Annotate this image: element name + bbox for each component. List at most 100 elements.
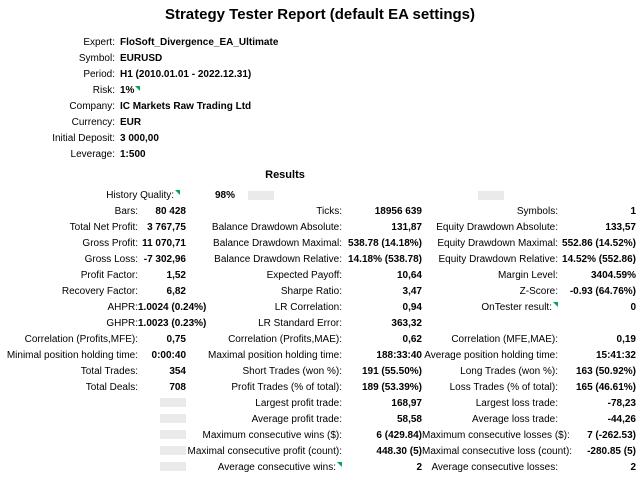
stat-cell-group: Profit Factor: 1,52 — [0, 270, 186, 281]
empty-cell — [138, 446, 186, 457]
stat-cell-group: Long Trades (won %): 163 (50.92%) — [422, 366, 636, 377]
stat-label: Maximal position holding time: — [208, 349, 342, 361]
stat-label: Equity Drawdown Absolute: — [436, 221, 558, 233]
results-row: Recovery Factor: 6,82 Sharpe Ratio: 3,47 Z-S… — [0, 283, 636, 299]
stat-cell-group: Total Trades: 354 — [0, 366, 186, 377]
stat-value: 58,58 — [396, 413, 422, 425]
stat-label: Minimal position holding time: — [6, 349, 138, 361]
stat-value: 133,57 — [605, 221, 636, 233]
stat-label: AHPR: — [107, 301, 138, 313]
stat-cell-group: Average loss trade: -44,26 — [422, 414, 636, 425]
stat-value: 188:33:40 — [376, 349, 422, 361]
stat-value: 1.0024 (0.24%) — [138, 301, 207, 313]
stat-cell-group: Average consecutive wins: 2 — [186, 461, 422, 473]
stat-label-text: History Quality: — [106, 189, 174, 201]
stat-label: History Quality: — [0, 189, 180, 201]
stat-cell-group: Bars: 80 428 — [0, 206, 186, 217]
results-row: Gross Loss: -7 302,96 Balance Drawdown Rel… — [0, 251, 636, 267]
stat-label: Maximal consecutive loss (count): — [422, 445, 573, 457]
stat-label: Correlation (Profits,MFE): — [24, 333, 138, 345]
report-header: Expert: FloSoft_Divergence_EA_Ultimate Sym… — [0, 34, 640, 162]
stat-value: 363,32 — [391, 317, 422, 329]
empty-cell-placeholder — [160, 398, 186, 408]
stat-label: Average consecutive losses: — [431, 461, 558, 473]
stat-cell-group: Correlation (MFE,MAE): 0,19 — [422, 334, 636, 345]
stat-cell-group: Balance Drawdown Absolute: 131,87 — [186, 222, 422, 233]
stat-cell-group: Expected Payoff: 10,64 — [186, 270, 422, 281]
stat-cell-group: Loss Trades (% of total): 165 (46.61%) — [422, 382, 636, 393]
header-row: Initial Deposit: 3 000,00 — [0, 130, 640, 146]
stat-value: 165 (46.61%) — [575, 381, 636, 393]
stat-cell-group: Equity Drawdown Maximal: 552.86 (14.52%) — [422, 238, 636, 249]
stat-label: Total Deals: — [85, 381, 138, 393]
stat-cell-group: Maximal consecutive profit (count): 448.3… — [186, 446, 422, 457]
stat-label: Total Net Profit: — [69, 221, 138, 233]
stat-cell-group — [0, 414, 186, 425]
header-value: 3 000,00 — [120, 132, 159, 144]
stat-value: 10,64 — [396, 269, 422, 281]
stat-label: Average consecutive wins: — [186, 461, 342, 473]
stat-cell-group: Margin Level: 3404.59% — [422, 270, 636, 281]
results-row: Minimal position holding time: 0:00:40 Max… — [0, 347, 636, 363]
stat-cell-group: Largest loss trade: -78,23 — [422, 398, 636, 409]
stat-cell-group: Symbols: 1 — [422, 206, 636, 217]
stat-cell-group: OnTester result: 0 — [422, 301, 636, 313]
stat-value: 14.18% (538.78) — [348, 253, 422, 265]
header-label: Period: — [83, 68, 115, 80]
stat-cell-group: Z-Score: -0.93 (64.76%) — [422, 286, 636, 297]
stat-value: 2 — [416, 461, 422, 473]
empty-cell-placeholder — [160, 414, 186, 424]
stat-cell-group: Equity Drawdown Absolute: 133,57 — [422, 222, 636, 233]
empty-cell-placeholder — [160, 430, 186, 440]
empty-cell — [138, 430, 186, 441]
stat-cell-group: LR Correlation: 0,94 — [186, 302, 422, 313]
stat-value: 448.30 (5) — [376, 445, 422, 457]
stat-value: 0,94 — [402, 301, 422, 313]
empty-cell-placeholder — [248, 191, 274, 200]
header-label: Risk: — [92, 84, 115, 96]
stat-value: 0 — [630, 301, 636, 313]
stat-label: Maximum consecutive losses ($): — [422, 429, 570, 441]
header-row: Leverage: 1:500 — [0, 146, 640, 162]
header-row: Company: IC Markets Raw Trading Ltd — [0, 98, 640, 114]
stat-label: Total Trades: — [80, 365, 138, 377]
stat-label: Correlation (Profits,MAE): — [228, 333, 342, 345]
stat-value: 0,19 — [616, 333, 636, 345]
stat-label: Gross Loss: — [84, 253, 138, 265]
stat-value: 14.52% (552.86) — [562, 253, 636, 265]
stat-label: Average loss trade: — [472, 413, 558, 425]
stat-label: Z-Score: — [519, 285, 558, 297]
results-row: Maximal consecutive profit (count): 448.3… — [0, 443, 636, 459]
results-row-history-quality: History Quality: 98% — [0, 187, 636, 203]
header-row: Risk: 1% — [0, 82, 640, 98]
stat-label: Maximum consecutive wins ($): — [202, 429, 342, 441]
stat-label: Recovery Factor: — [61, 285, 138, 297]
stat-label: Bars: — [114, 205, 138, 217]
results-row: Maximum consecutive wins ($): 6 (429.84) M… — [0, 427, 636, 443]
stat-cell-group — [0, 430, 186, 441]
empty-cell-placeholder — [160, 462, 186, 472]
stat-label: Balance Drawdown Relative: — [214, 253, 342, 265]
stat-label: Maximal consecutive profit (count): — [187, 445, 342, 457]
stat-value: 189 (53.39%) — [361, 381, 422, 393]
stat-label: Long Trades (won %): — [460, 365, 558, 377]
stat-value: -44,26 — [607, 413, 636, 425]
stat-label: Loss Trades (% of total): — [449, 381, 558, 393]
stat-value: 18956 639 — [374, 205, 422, 217]
empty-cell-placeholder — [478, 191, 504, 200]
stat-cell-group: Balance Drawdown Relative: 14.18% (538.78… — [186, 254, 422, 265]
stat-cell-group: Short Trades (won %): 191 (55.50%) — [186, 366, 422, 377]
results-row: Total Trades: 354 Short Trades (won %): 191… — [0, 363, 636, 379]
header-row: Symbol: EURUSD — [0, 50, 640, 66]
header-value: 1:500 — [120, 148, 146, 160]
stat-value: -280.85 (5) — [587, 445, 636, 457]
stat-cell-group: Minimal position holding time: 0:00:40 — [0, 350, 186, 361]
stat-value: 1.0023 (0.23%) — [138, 317, 207, 329]
stat-cell-group: Largest profit trade: 168,97 — [186, 398, 422, 409]
header-label: Expert: — [83, 36, 115, 48]
stat-label: OnTester result: — [422, 301, 558, 313]
stat-label: Average position holding time: — [424, 349, 558, 361]
stat-cell-group — [0, 398, 186, 409]
stat-value: 191 (55.50%) — [361, 365, 422, 377]
stat-label: LR Correlation: — [274, 301, 342, 313]
